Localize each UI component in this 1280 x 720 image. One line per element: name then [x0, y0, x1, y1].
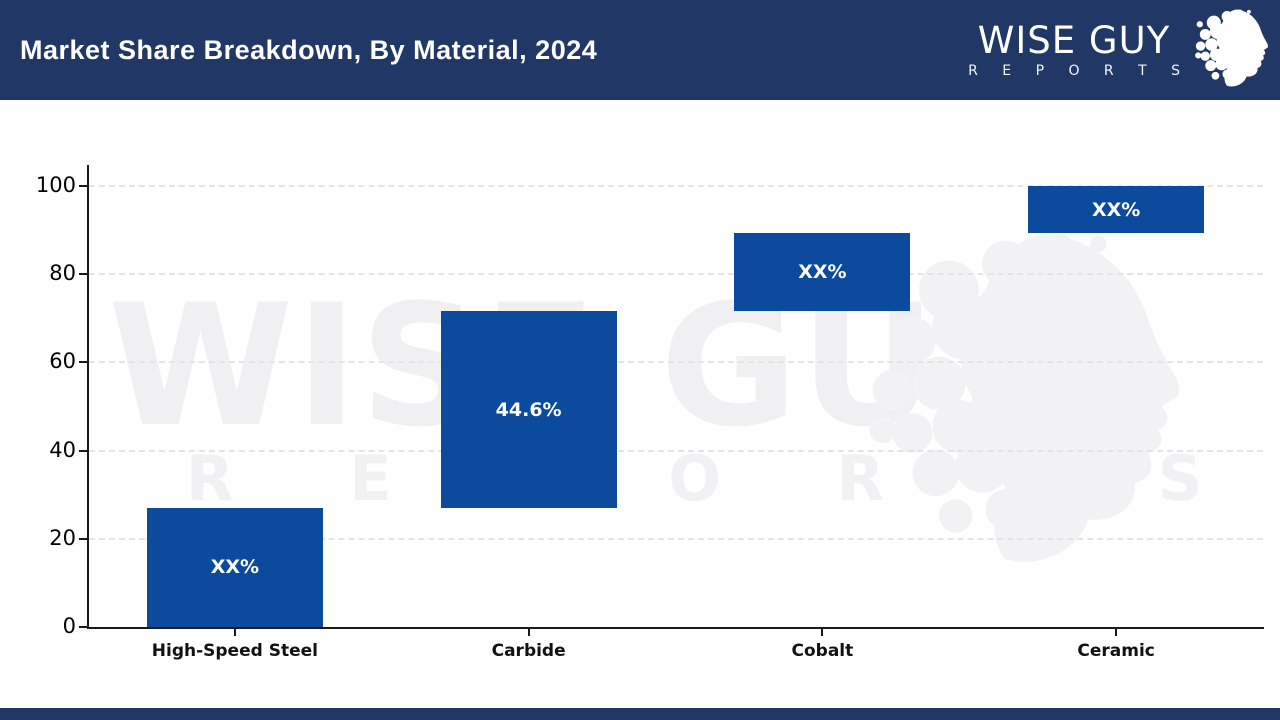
- gridline-y-100: [89, 185, 1263, 187]
- x-tick-mark: [821, 629, 824, 636]
- x-tick-mark: [1115, 629, 1118, 636]
- bar-carbide: 44.6%: [440, 311, 617, 508]
- gridline-y-40: [89, 449, 1263, 452]
- bar-value-label: XX%: [798, 261, 847, 284]
- bar-value-label: 44.6%: [495, 398, 562, 421]
- logo-subtext: R E P O R T S: [968, 62, 1190, 79]
- y-tick-mark: [79, 273, 87, 276]
- y-tick-mark: [79, 537, 87, 540]
- y-tick-label: 100: [35, 173, 76, 197]
- gridline-y-20: [89, 537, 1263, 540]
- bar-value-label: XX%: [210, 556, 260, 579]
- category-label-carbide: Carbide: [491, 641, 566, 661]
- y-tick-mark: [79, 626, 87, 628]
- y-tick-label: 20: [49, 525, 76, 550]
- bar-high-speed-steel: XX%: [146, 507, 323, 627]
- category-label-high-speed-steel: High-Speed Steel: [151, 641, 318, 661]
- bar-value-label: XX%: [1091, 198, 1141, 221]
- y-tick-label: 80: [49, 261, 76, 286]
- x-tick-mark: [233, 629, 236, 636]
- y-tick-label: 60: [49, 349, 76, 374]
- category-label-cobalt: Cobalt: [791, 641, 854, 661]
- category-label-ceramic: Ceramic: [1077, 641, 1155, 661]
- logo-wordmark: WISE GUY: [977, 18, 1171, 62]
- y-tick-mark: [79, 449, 87, 452]
- footer-bar: [0, 708, 1280, 720]
- y-tick-label: 0: [62, 614, 76, 638]
- gridline-y-60: [89, 361, 1263, 364]
- wise-guy-reports-logo: WISE GUY R E P O R T S: [958, 7, 1280, 93]
- x-axis-line: [87, 627, 1264, 629]
- y-axis-line: [87, 165, 89, 628]
- logo-head-profile-icon: [1192, 7, 1270, 93]
- gridline-y-80: [89, 273, 1263, 276]
- page-title: Market Share Breakdown, By Material, 202…: [20, 34, 598, 65]
- x-tick-mark: [527, 629, 530, 636]
- y-tick-label: 40: [49, 437, 76, 462]
- y-tick-mark: [79, 185, 87, 187]
- bar-ceramic: XX%: [1028, 186, 1205, 234]
- header: Market Share Breakdown, By Material, 202…: [0, 0, 1280, 100]
- y-tick-mark: [79, 361, 87, 364]
- logo-text: WISE GUY R E P O R T S: [958, 22, 1190, 79]
- bar-cobalt: XX%: [734, 233, 911, 312]
